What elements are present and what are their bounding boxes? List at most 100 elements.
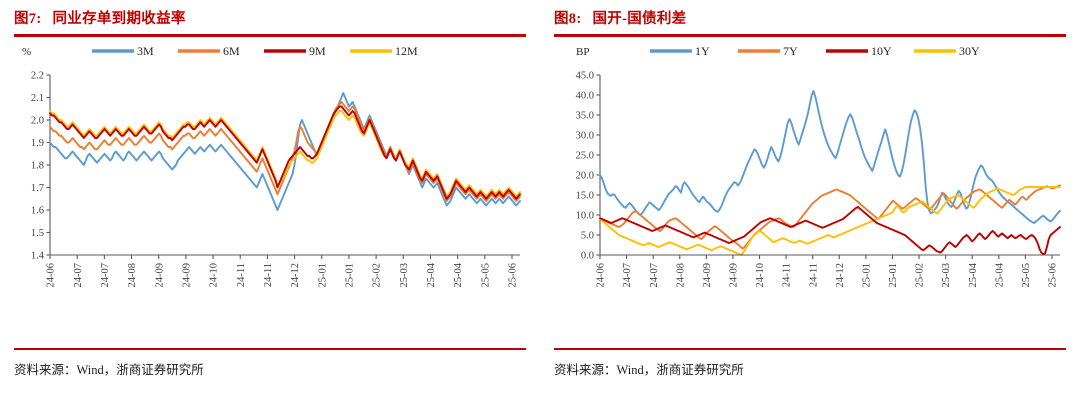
x-tick-label: 25-01 bbox=[861, 263, 872, 288]
series-line-7y bbox=[599, 183, 1061, 250]
figure-caption-right: 国开-国债利差 bbox=[592, 10, 687, 27]
source-divider-right bbox=[554, 347, 1066, 350]
x-tick-label: 25-04 bbox=[453, 262, 464, 287]
y-tick-label: 2.2 bbox=[31, 70, 44, 81]
x-tick-label: 25-02 bbox=[915, 263, 926, 288]
legend-label-7y: 7Y bbox=[783, 44, 798, 58]
series-group bbox=[599, 89, 1061, 256]
chart-legend: BP 1Y 7Y 10Y 30Y bbox=[576, 44, 980, 58]
y-tick-label: 10.0 bbox=[576, 210, 594, 221]
y-tick-label: 25.0 bbox=[576, 150, 594, 161]
source-note-right: 资料来源：Wind，浙商证券研究所 bbox=[554, 363, 744, 377]
legend-label-9m: 9M bbox=[309, 44, 326, 58]
y-tick-label: 1.6 bbox=[31, 205, 44, 216]
y-axis: 0.0 5.0 10.0 15.0 20.0 25.0 30.0 35.0 40.0 45.0 bbox=[576, 70, 601, 261]
x-tick-label: 24-11 bbox=[808, 263, 819, 287]
y-axis: 1.4 1.5 1.6 1.7 1.8 1.9 2.0 2.1 2.2 bbox=[31, 70, 51, 261]
x-tick-label: 24-08 bbox=[127, 263, 138, 288]
legend-label-1y: 1Y bbox=[695, 44, 710, 58]
y-tick-label: 35.0 bbox=[576, 110, 594, 121]
x-tick-label: 24-08 bbox=[675, 263, 686, 288]
y-tick-label: 1.4 bbox=[31, 250, 45, 261]
y-axis-unit-label: % bbox=[22, 46, 31, 58]
y-tick-label: 1.5 bbox=[31, 228, 44, 239]
y-tick-label: 2.0 bbox=[31, 115, 44, 126]
line-chart-left: % 3M 6M 9M 12M 1.4 1.5 1.6 1.7 1.8 1.9 2.0 2.1 2.2 24-… bbox=[22, 44, 521, 288]
legend-label-3m: 3M bbox=[137, 44, 154, 58]
x-tick-label: 25-03 bbox=[399, 263, 410, 288]
x-tick-label: 24-06 bbox=[596, 263, 607, 288]
x-tick-label: 24-07 bbox=[100, 263, 111, 288]
x-axis: 24-06 24-07 24-07 24-08 24-09 24-09 24-10 24-11… bbox=[46, 253, 520, 288]
x-tick-label: 24-06 bbox=[46, 263, 57, 288]
source-note-left: 资料来源：Wind，浙商证券研究所 bbox=[14, 363, 204, 377]
legend-label-10y: 10Y bbox=[871, 44, 892, 58]
x-axis: 24-06 24-07 24-07 24-08 24-09 24-09 24-10 24-11… bbox=[596, 253, 1060, 288]
source-divider-left bbox=[14, 347, 526, 350]
series-line-3m bbox=[49, 91, 521, 211]
x-tick-label: 24-12 bbox=[835, 263, 846, 288]
legend-label-30y: 30Y bbox=[959, 44, 980, 58]
x-tick-label: 24-07 bbox=[622, 263, 633, 288]
y-tick-label: 30.0 bbox=[576, 130, 594, 141]
x-tick-label: 24-11 bbox=[263, 263, 274, 287]
figure-title-right: 图8: 国开-国债利差 bbox=[554, 0, 1066, 34]
y-tick-label: 1.8 bbox=[31, 160, 44, 171]
x-tick-label: 24-12 bbox=[290, 263, 301, 288]
legend-label-6m: 6M bbox=[223, 44, 240, 58]
title-divider-left bbox=[14, 34, 526, 37]
x-tick-label: 24-09 bbox=[181, 263, 192, 288]
chart-container-left: % 3M 6M 9M 12M 1.4 1.5 1.6 1.7 1.8 1.9 2.0 2.1 2.2 24-… bbox=[14, 37, 526, 342]
y-tick-label: 1.9 bbox=[31, 138, 44, 149]
legend-label-12m: 12M bbox=[395, 44, 418, 58]
figure-title-left: 图7: 同业存单到期收益率 bbox=[14, 0, 526, 34]
y-tick-label: 1.7 bbox=[31, 183, 44, 194]
x-tick-label: 25-06 bbox=[508, 263, 519, 288]
x-tick-label: 25-06 bbox=[1048, 263, 1059, 288]
y-axis-unit-label: BP bbox=[576, 46, 589, 58]
figure-caption-left: 同业存单到期收益率 bbox=[52, 10, 186, 27]
chart-legend: % 3M 6M 9M 12M bbox=[22, 44, 418, 58]
series-line-9m bbox=[49, 105, 521, 200]
x-tick-label: 25-01 bbox=[345, 263, 356, 288]
x-tick-label: 25-01 bbox=[317, 263, 328, 288]
x-tick-label: 25-05 bbox=[1021, 263, 1032, 288]
x-tick-label: 24-07 bbox=[649, 263, 660, 288]
line-chart-right: BP 1Y 7Y 10Y 30Y 0.0 5.0 10.0 15.0 20.0 25.0 30.0 35… bbox=[576, 44, 1061, 288]
figure-panel-left: 图7: 同业存单到期收益率 % 3M 6M 9M 12M 1.4 1.5 1.6 1.7 1.8 1… bbox=[14, 0, 526, 377]
series-line-1y bbox=[599, 89, 1061, 224]
figure-panel-right: 图8: 国开-国债利差 BP 1Y 7Y 10Y 30Y 0.0 5.0 10.0 15.0 20… bbox=[540, 0, 1080, 410]
y-tick-label: 5.0 bbox=[581, 230, 594, 241]
y-tick-label: 20.0 bbox=[576, 170, 594, 181]
y-tick-label: 45.0 bbox=[576, 70, 594, 81]
x-tick-label: 25-04 bbox=[968, 262, 979, 287]
series-line-6m bbox=[49, 100, 521, 202]
series-line-10y bbox=[599, 205, 1061, 255]
figure-number-right: 图8: bbox=[554, 10, 582, 27]
x-tick-label: 24-09 bbox=[729, 263, 740, 288]
x-tick-label: 25-04 bbox=[994, 262, 1005, 287]
y-tick-label: 0.0 bbox=[581, 250, 594, 261]
x-tick-label: 24-09 bbox=[154, 263, 165, 288]
x-tick-label: 25-01 bbox=[888, 263, 899, 288]
x-tick-label: 25-05 bbox=[480, 263, 491, 288]
series-line-12m bbox=[49, 109, 521, 197]
x-tick-label: 25-04 bbox=[426, 262, 437, 287]
y-tick-label: 40.0 bbox=[576, 90, 594, 101]
x-tick-label: 25-02 bbox=[372, 263, 383, 288]
chart-container-right: BP 1Y 7Y 10Y 30Y 0.0 5.0 10.0 15.0 20.0 25.0 30.0 35… bbox=[554, 37, 1066, 342]
x-tick-label: 24-11 bbox=[236, 263, 247, 287]
series-group bbox=[49, 91, 521, 211]
x-tick-label: 24-09 bbox=[702, 263, 713, 288]
x-tick-label: 24-07 bbox=[73, 263, 84, 288]
x-tick-label: 24-11 bbox=[782, 263, 793, 287]
series-line-30y bbox=[599, 185, 1061, 256]
x-tick-label: 24-10 bbox=[755, 263, 766, 288]
y-tick-label: 15.0 bbox=[576, 190, 594, 201]
x-tick-label: 25-03 bbox=[941, 263, 952, 288]
y-tick-label: 2.1 bbox=[31, 93, 44, 104]
title-divider-right bbox=[554, 34, 1066, 37]
figure-number-left: 图7: bbox=[14, 10, 42, 27]
x-tick-label: 24-10 bbox=[209, 263, 220, 288]
